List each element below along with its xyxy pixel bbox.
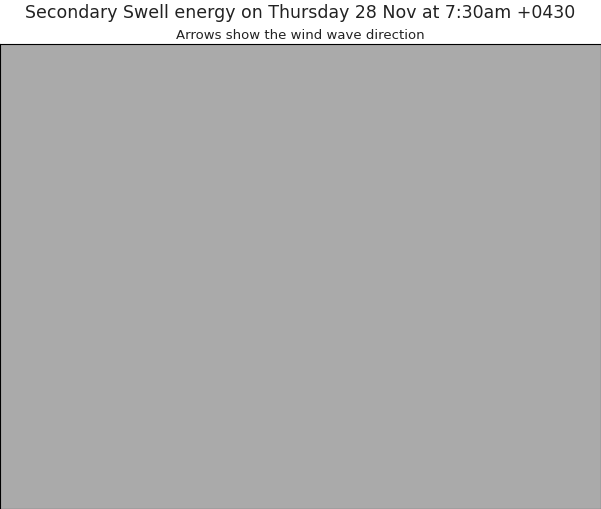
Text: Secondary Swell energy on Thursday 28 Nov at 7:30am +0430: Secondary Swell energy on Thursday 28 No… bbox=[25, 5, 576, 22]
Text: Arrows show the wind wave direction: Arrows show the wind wave direction bbox=[176, 29, 425, 41]
